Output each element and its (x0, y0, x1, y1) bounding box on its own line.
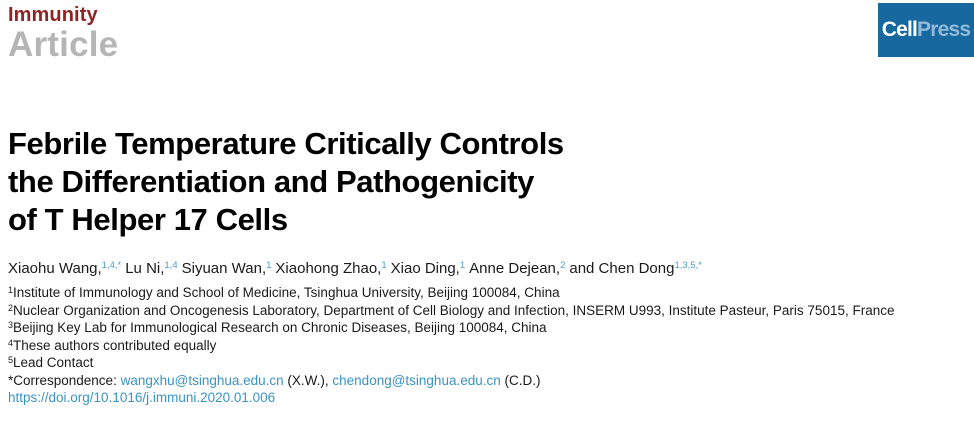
author: Xiaohong Zhao,1 (275, 260, 387, 277)
cellpress-logo: Cell Press (878, 3, 974, 57)
affiliation-sup: 2 (8, 302, 14, 313)
author-affiliation-sup: 1,4 (164, 260, 178, 271)
article-type-label: Article (8, 25, 119, 64)
affiliation-sup: 3 (8, 320, 14, 330)
journal-name: Immunity (8, 4, 98, 26)
article-title-line-3: of T Helper 17 Cells (8, 202, 288, 237)
author: Lu Ni,1,4 (125, 260, 178, 277)
author: Xiaohu Wang,1,4,* (8, 260, 122, 277)
affiliation-2: 2Nuclear Organization and Oncogenesis La… (8, 302, 895, 318)
article-title-line-2: the Differentiation and Pathogenicity (8, 164, 535, 199)
affiliation-3: 3Beijing Key Lab for Immunological Resea… (8, 320, 547, 335)
footnote-equal-contribution: 4These authors contributed equally (8, 337, 217, 353)
author-affiliation-sup: 1 (266, 260, 272, 271)
author-affiliation-sup: 1,4,* (101, 260, 122, 271)
correspondence-line: *Correspondence: wangxhu@tsinghua.edu.cn… (8, 372, 541, 388)
author-affiliation-sup: 1,3,5,* (674, 260, 702, 271)
author: and Chen Dong1,3,5,* (569, 260, 702, 277)
footnote-sup: 4 (8, 337, 14, 348)
author: Anne Dejean,2 (469, 260, 566, 277)
doi-link[interactable]: https://doi.org/10.1016/j.immuni.2020.01… (8, 390, 276, 405)
doi-line: https://doi.org/10.1016/j.immuni.2020.01… (8, 389, 920, 407)
correspondence-label: *Correspondence: (8, 372, 121, 388)
email-link-cd[interactable]: chendong@tsinghua.edu.cn (332, 372, 501, 388)
footnote-sup: 5 (8, 355, 14, 365)
author: Xiao Ding,1 (390, 260, 466, 277)
article-title-line-1: Febrile Temperature Critically Controls (8, 126, 564, 161)
author-affiliation-sup: 2 (560, 260, 566, 271)
author-affiliation-sup: 1 (459, 260, 466, 271)
cellpress-logo-press-text: Press (917, 18, 971, 41)
affiliation-sup: 1 (8, 285, 14, 295)
article-title: Febrile Temperature Critically Controls … (8, 125, 974, 239)
author: Siyuan Wan,1 (181, 260, 272, 277)
affiliation-1: 1Institute of Immunology and School of M… (8, 285, 560, 300)
email-link-xw[interactable]: wangxhu@tsinghua.edu.cn (120, 372, 284, 388)
author-affiliation-sup: 1 (381, 260, 387, 271)
cellpress-logo-cell-text: Cell (881, 18, 918, 41)
author-list: Xiaohu Wang,1,4,* Lu Ni,1,4 Siyuan Wan,1 Xi… (8, 259, 974, 278)
footnote-lead-contact: 5Lead Contact (8, 355, 94, 370)
footnotes-block: 1Institute of Immunology and School of M… (8, 284, 920, 407)
